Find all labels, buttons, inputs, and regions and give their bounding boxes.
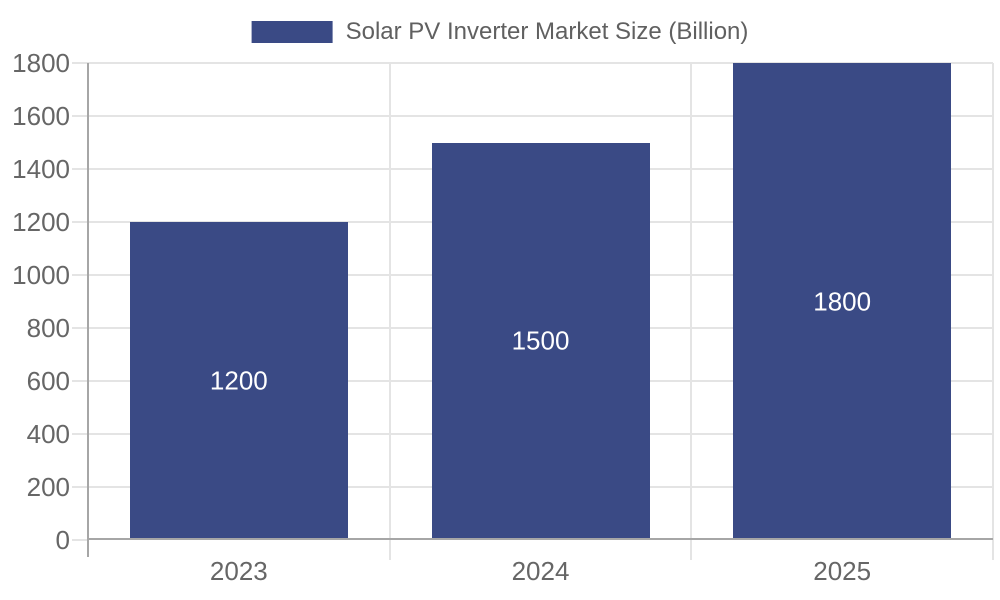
- y-tick-mark: [72, 486, 88, 488]
- x-gridline: [388, 63, 391, 560]
- y-axis-tick-label: 1000: [12, 260, 70, 290]
- y-axis-tick-label: 1800: [12, 48, 70, 78]
- y-tick-mark: [72, 433, 88, 435]
- y-axis-tick-label: 600: [26, 366, 70, 396]
- bar-value-label: 1200: [209, 365, 268, 396]
- y-axis-tick-label: 0: [55, 525, 70, 555]
- y-axis-line: [87, 63, 89, 557]
- bar-2024: [431, 142, 650, 538]
- x-axis-tick-label: 2023: [209, 556, 268, 586]
- y-axis-tick-label: 1400: [12, 154, 70, 184]
- y-axis-tick-label: 1200: [12, 207, 70, 237]
- y-axis-tick-label: 1600: [12, 101, 70, 131]
- bar-2025: [733, 63, 952, 538]
- y-tick-mark: [72, 539, 88, 541]
- y-gridline: [88, 62, 993, 64]
- y-tick-mark: [72, 62, 88, 64]
- bar-value-label: 1800: [813, 286, 872, 316]
- y-tick-mark: [72, 168, 88, 170]
- x-axis-tick-label: 2025: [813, 556, 872, 586]
- bar-2023: [129, 222, 348, 538]
- y-tick-mark: [72, 274, 88, 276]
- x-gridline: [690, 63, 693, 560]
- y-gridline: [88, 115, 993, 117]
- bar-value-label: 1500: [511, 325, 570, 356]
- x-gridline: [992, 63, 994, 560]
- x-axis-line: [88, 538, 993, 540]
- y-axis-tick-label: 800: [26, 313, 70, 343]
- legend-label: Solar PV Inverter Market Size (Billion): [345, 18, 749, 45]
- legend[interactable]: Solar PV Inverter Market Size (Billion): [251, 18, 749, 46]
- y-tick-mark: [72, 380, 88, 382]
- y-tick-mark: [72, 327, 88, 329]
- y-axis-tick-label: 400: [26, 419, 70, 449]
- y-tick-mark: [72, 115, 88, 117]
- y-tick-mark: [72, 221, 88, 223]
- legend-swatch: [251, 21, 333, 43]
- x-axis-tick-label: 2024: [511, 556, 570, 586]
- y-axis-tick-label: 200: [26, 472, 70, 502]
